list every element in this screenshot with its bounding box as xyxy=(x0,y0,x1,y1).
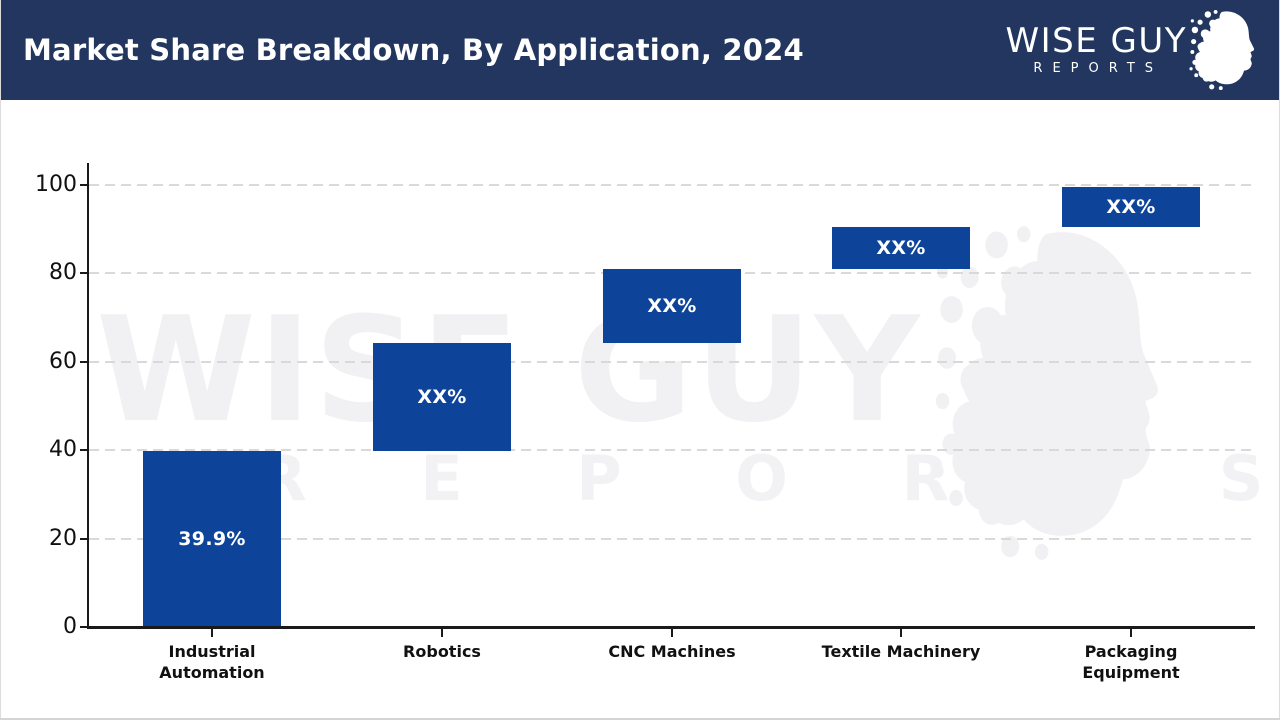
y-axis-tick-label: 60 xyxy=(49,348,77,374)
x-axis-category-label-line: Textile Machinery xyxy=(821,642,981,661)
bar-cnc-machines: XX% xyxy=(603,268,741,343)
y-axis-tick xyxy=(80,360,89,363)
watermark-brand-subtext: R E P O R T S xyxy=(259,442,1280,515)
bar-value-label: XX% xyxy=(1106,195,1156,218)
brand-subname: REPORTS xyxy=(1033,61,1164,76)
y-axis-tick-label: 100 xyxy=(35,172,77,197)
x-axis-category-label-line: Equipment xyxy=(1082,663,1180,682)
bar-packaging-equipment: XX% xyxy=(1062,186,1200,227)
bar-value-label: 39.9% xyxy=(178,527,246,550)
y-axis-tick xyxy=(80,449,89,452)
x-axis-line xyxy=(87,626,1255,629)
bar-textile-machinery: XX% xyxy=(832,226,970,269)
x-axis-tick xyxy=(211,629,213,637)
y-axis-tick-label: 0 xyxy=(63,614,77,639)
head-profile-logo-icon xyxy=(1189,9,1255,91)
bar-value-label: XX% xyxy=(647,294,697,317)
bar-industrial-automation: 39.9% xyxy=(143,450,281,627)
y-axis-tick xyxy=(80,272,89,275)
y-axis-tick-label: 80 xyxy=(49,260,77,286)
y-axis-tick xyxy=(80,184,89,186)
watermark-head-profile-icon xyxy=(932,226,1158,560)
x-axis-category-label: Textile Machinery xyxy=(781,641,1021,662)
x-axis-category-label-line: Robotics xyxy=(403,642,481,661)
y-axis-line xyxy=(87,163,89,629)
y-axis-tick-label: 20 xyxy=(49,525,77,551)
page-title: Market Share Breakdown, By Application, … xyxy=(23,33,804,67)
x-axis-category-label: Robotics xyxy=(322,641,562,662)
x-axis-tick xyxy=(900,629,902,637)
y-axis-tick xyxy=(80,537,89,540)
x-axis-tick xyxy=(1130,629,1132,637)
y-axis-tick xyxy=(80,626,89,628)
y-axis-tick-label: 40 xyxy=(49,437,77,463)
y-gridline xyxy=(89,449,1254,452)
x-axis-category-label: Industrial Automation xyxy=(92,641,332,683)
x-axis-category-label: Packaging Equipment xyxy=(1011,641,1251,683)
y-gridline xyxy=(89,360,1254,363)
y-gridline xyxy=(89,184,1254,186)
brand-logo: WISE GUY REPORTS xyxy=(1005,8,1267,92)
waterfall-chart: WISE GUY R E P O R T S 0 20 40 60 80 100 39.9%… xyxy=(1,100,1280,718)
brand-logo-text: WISE GUY REPORTS xyxy=(1005,23,1187,77)
bar-value-label: XX% xyxy=(876,236,926,259)
x-axis-category-label-line: Automation xyxy=(159,663,265,682)
y-gridline xyxy=(89,537,1254,540)
brand-name: WISE GUY xyxy=(1005,21,1187,61)
header-band: Market Share Breakdown, By Application, … xyxy=(1,0,1279,100)
x-axis-category-label-line: Packaging xyxy=(1084,642,1178,661)
x-axis-tick xyxy=(441,629,443,637)
x-axis-category-label: CNC Machines xyxy=(552,641,792,662)
bar-robotics: XX% xyxy=(373,342,511,451)
x-axis-tick xyxy=(671,629,673,637)
x-axis-category-label-line: CNC Machines xyxy=(608,642,736,661)
x-axis-category-label-line: Industrial xyxy=(168,642,256,661)
bar-value-label: XX% xyxy=(417,385,467,408)
